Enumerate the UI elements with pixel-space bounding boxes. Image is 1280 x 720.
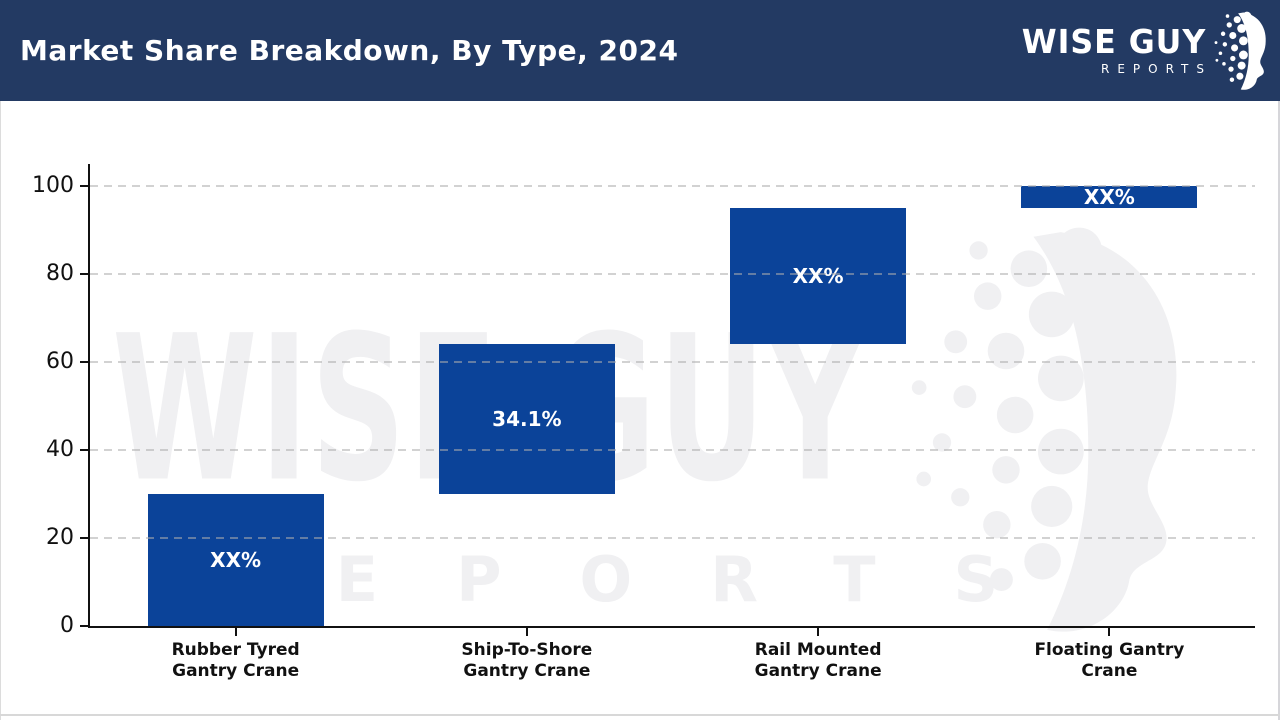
x-tick-mark [817, 626, 820, 636]
bar-value-label: XX% [1083, 185, 1135, 209]
y-tick-mark [80, 273, 88, 275]
bar-value-label: XX% [792, 263, 844, 288]
page-right-border [1278, 101, 1280, 720]
logo-wordmark: WISE GUY REPORTS [1014, 22, 1206, 77]
y-tick-label: 60 [46, 349, 74, 374]
grid-line [90, 361, 1255, 363]
x-category-label: Rail Mounted Gantry Crane [754, 640, 882, 681]
bar-segment: XX% [1021, 185, 1198, 209]
x-tick-mark [525, 626, 528, 636]
bar-segment: 34.1% [438, 343, 615, 494]
chart-canvas: WISE GUY REPORTS 0 20 40 60 80 100 XX% Rubber T… [0, 101, 1280, 720]
grid-line [90, 185, 1255, 187]
x-category-label: Rubber Tyred Gantry Crane [171, 640, 300, 681]
y-tick-mark [80, 537, 88, 539]
y-tick-label: 20 [46, 525, 74, 550]
y-tick-label: 0 [60, 613, 74, 638]
y-tick-label: 80 [46, 261, 74, 286]
watermark-face-icon [911, 227, 1177, 632]
footer-divider [0, 714, 1280, 716]
brand-logo: WISE GUY REPORTS [1014, 9, 1270, 93]
x-category-label: Floating Gantry Crane [1034, 640, 1185, 681]
grid-line [90, 537, 1255, 539]
page-title: Market Share Breakdown, By Type, 2024 [20, 34, 679, 67]
bar-segment: XX% [730, 208, 907, 344]
grid-line [90, 273, 1255, 275]
page-left-border [0, 101, 1, 720]
wiseguy-face-icon [1214, 11, 1266, 90]
y-tick-mark [80, 185, 88, 187]
logo-wordmark-line2: REPORTS [1100, 62, 1212, 76]
x-tick-mark [234, 626, 237, 636]
logo-wordmark-line1: WISE GUY [1021, 22, 1206, 61]
x-category-label: Ship-To-Shore Gantry Crane [461, 640, 593, 681]
y-tick-label: 40 [46, 437, 74, 462]
grid-line [90, 449, 1255, 451]
y-tick-mark [80, 449, 88, 451]
bar-value-label: 34.1% [492, 406, 562, 431]
bar-value-label: XX% [210, 548, 262, 572]
x-tick-mark [1108, 626, 1111, 636]
header-bar: Market Share Breakdown, By Type, 2024 WI… [0, 0, 1280, 101]
y-tick-label: 100 [32, 173, 74, 198]
bar-segment: XX% [147, 494, 324, 626]
y-tick-mark [80, 625, 88, 627]
y-tick-mark [80, 361, 88, 363]
plot-area: 0 20 40 60 80 100 XX% Rubber Tyred Gantry Crane… [32, 164, 1255, 681]
